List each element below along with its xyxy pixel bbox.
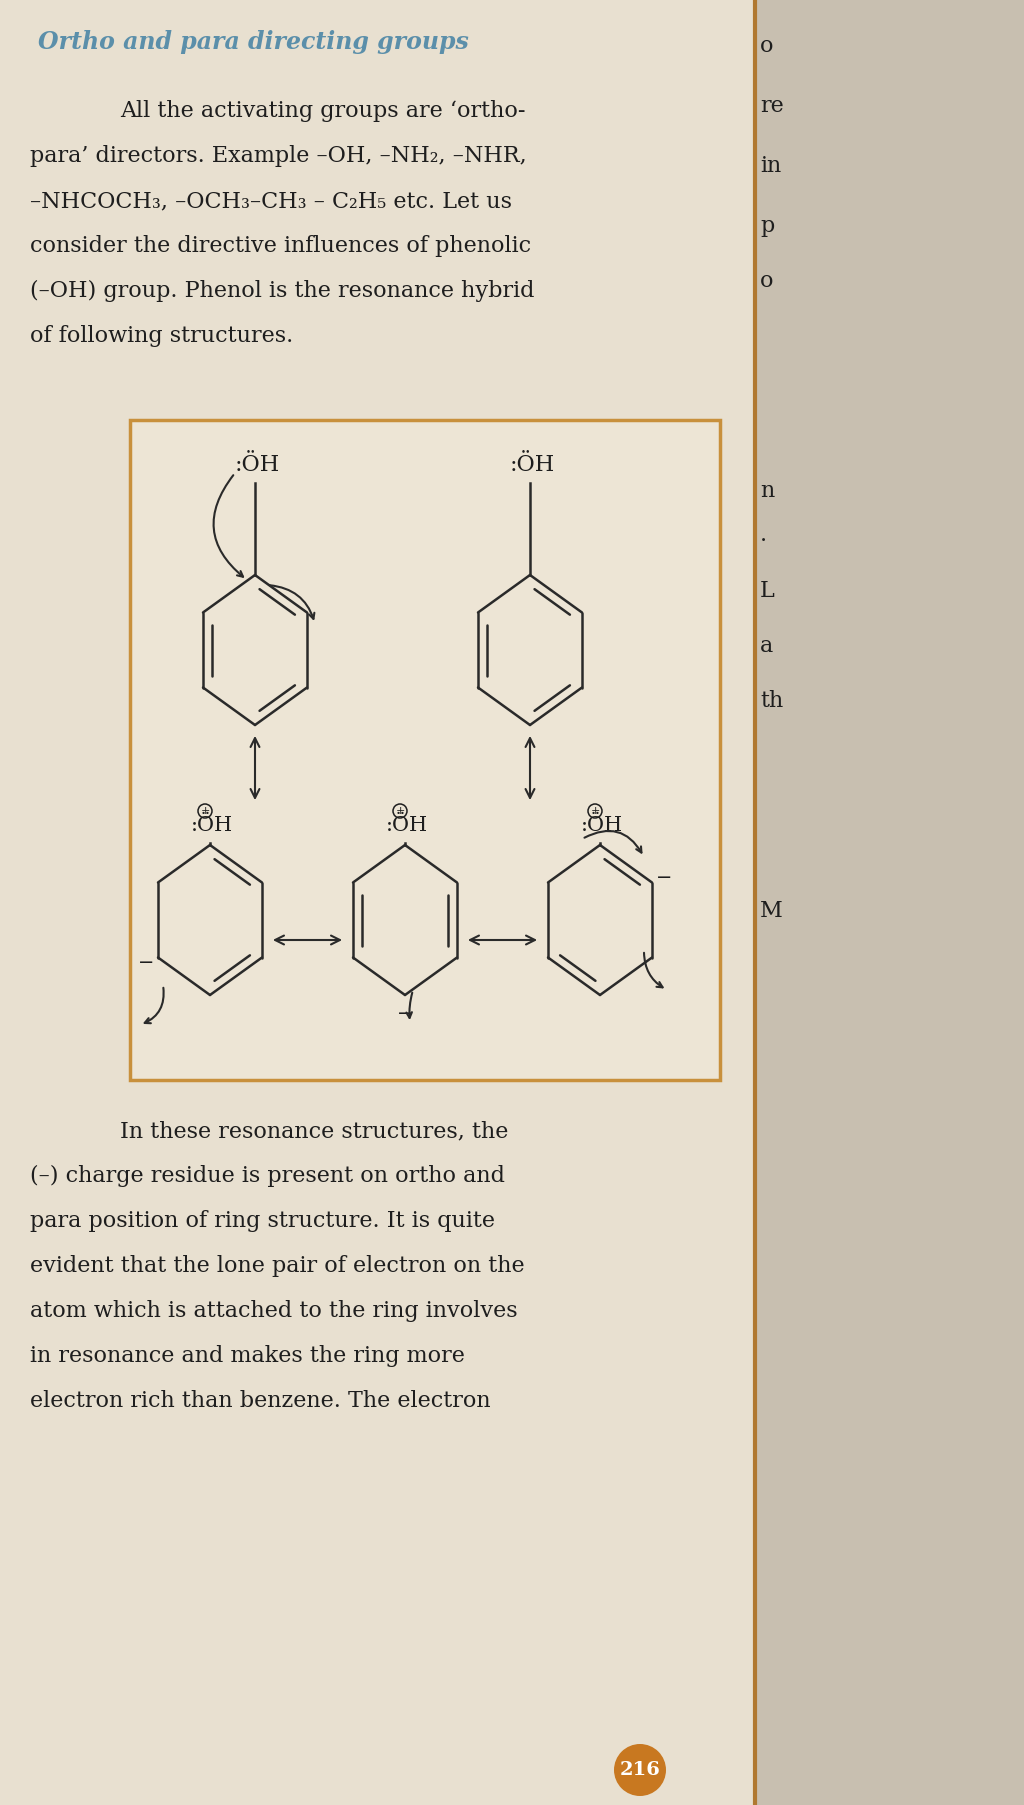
Text: :ÖH: :ÖH <box>581 816 623 834</box>
Text: th: th <box>760 690 783 711</box>
Text: 216: 216 <box>620 1762 660 1780</box>
Circle shape <box>614 1744 666 1796</box>
Text: atom which is attached to the ring involves: atom which is attached to the ring invol… <box>30 1300 517 1321</box>
Text: –NHCOCH₃, –OCH₃–CH₃ – C₂H₅ etc. Let us: –NHCOCH₃, –OCH₃–CH₃ – C₂H₅ etc. Let us <box>30 190 512 211</box>
FancyBboxPatch shape <box>0 0 755 1805</box>
Text: evident that the lone pair of electron on the: evident that the lone pair of electron o… <box>30 1254 524 1276</box>
Text: −: − <box>138 953 155 973</box>
Text: Ortho and para directing groups: Ortho and para directing groups <box>38 31 469 54</box>
Text: (–) charge residue is present on ortho and: (–) charge residue is present on ortho a… <box>30 1164 505 1188</box>
Text: All the activating groups are ‘ortho-: All the activating groups are ‘ortho- <box>120 99 525 123</box>
FancyBboxPatch shape <box>755 0 1024 1805</box>
Text: :ÖH: :ÖH <box>509 455 555 477</box>
Text: in resonance and makes the ring more: in resonance and makes the ring more <box>30 1345 465 1366</box>
Text: in: in <box>760 155 781 177</box>
Text: :ÖH: :ÖH <box>234 455 280 477</box>
Text: a: a <box>760 635 773 657</box>
Text: o: o <box>760 34 773 58</box>
Text: :ÖH: :ÖH <box>190 816 233 834</box>
Text: para position of ring structure. It is quite: para position of ring structure. It is q… <box>30 1209 495 1233</box>
Text: +: + <box>201 807 210 816</box>
Text: consider the directive influences of phenolic: consider the directive influences of phe… <box>30 235 531 256</box>
Text: L: L <box>760 579 775 603</box>
Text: rе: rе <box>760 96 783 117</box>
Text: :ÖH: :ÖH <box>386 816 428 834</box>
Text: In these resonance structures, the: In these resonance structures, the <box>120 1119 508 1143</box>
Text: of following structures.: of following structures. <box>30 325 293 347</box>
Text: −: − <box>397 1004 414 1022</box>
Text: (–OH) group. Phenol is the resonance hybrid: (–OH) group. Phenol is the resonance hyb… <box>30 280 535 301</box>
Text: +: + <box>590 807 600 816</box>
Text: electron rich than benzene. The electron: electron rich than benzene. The electron <box>30 1390 490 1412</box>
Text: M: M <box>760 901 782 922</box>
Text: +: + <box>395 807 404 816</box>
Text: ·: · <box>760 531 767 552</box>
FancyBboxPatch shape <box>130 421 720 1079</box>
Text: para’ directors. Example –OH, –NH₂, –NHR,: para’ directors. Example –OH, –NH₂, –NHR… <box>30 144 526 168</box>
Text: n: n <box>760 480 774 502</box>
Text: p: p <box>760 215 774 236</box>
Text: o: o <box>760 271 773 292</box>
Text: −: − <box>655 868 672 886</box>
